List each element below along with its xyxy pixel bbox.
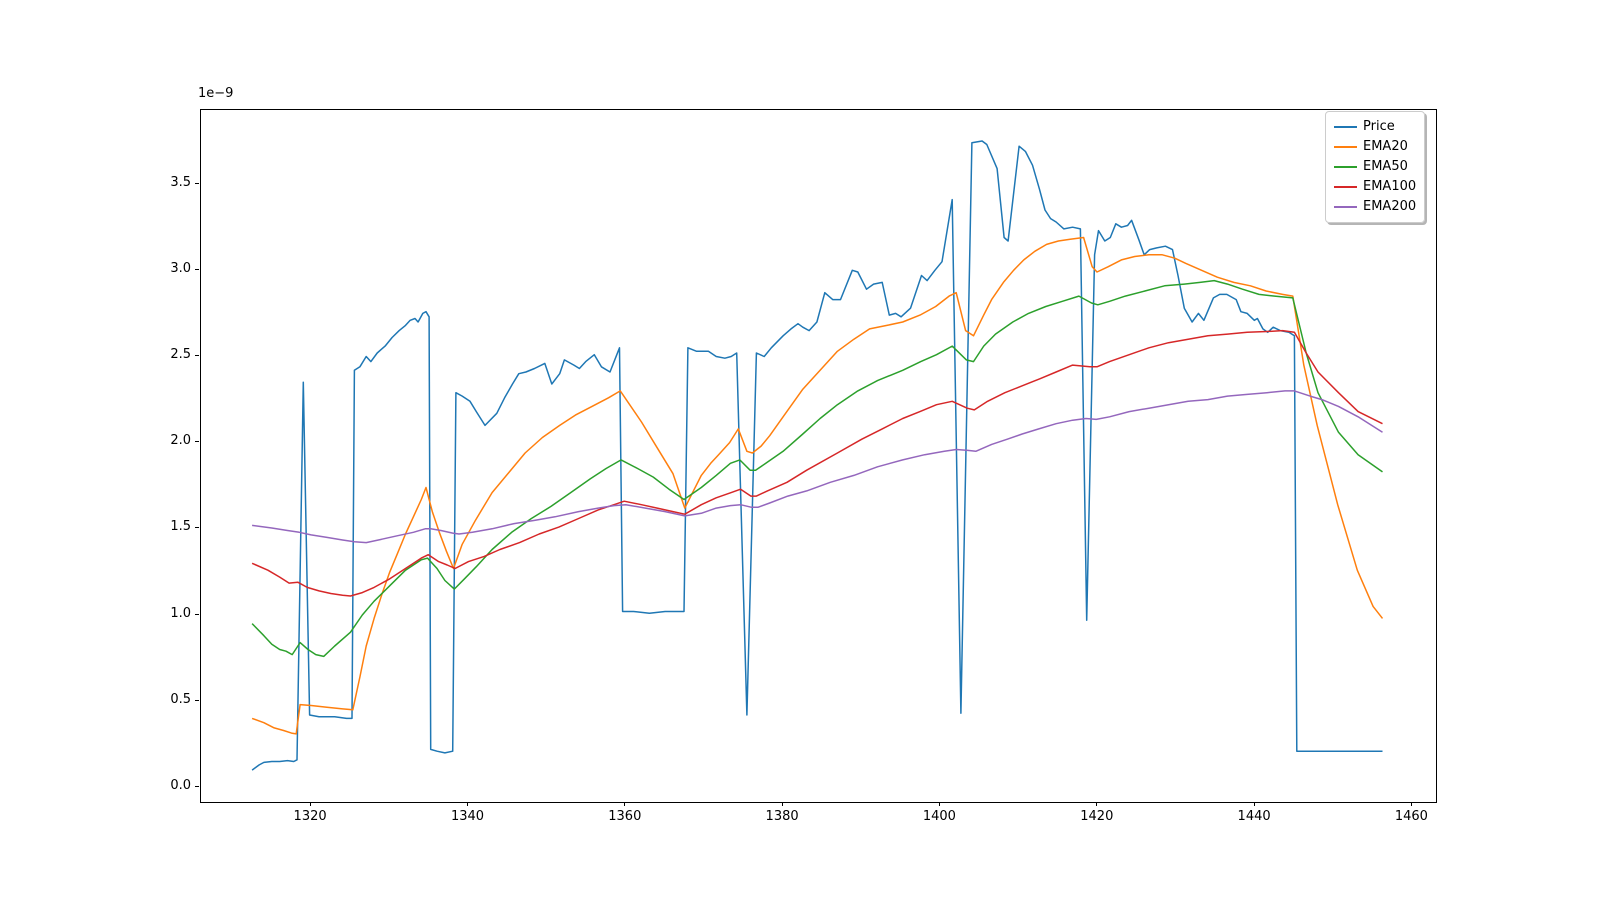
y-tick-mark	[195, 785, 199, 787]
y-tick-label: 0.5	[170, 691, 191, 707]
series-line-price	[251, 140, 1383, 771]
y-axis-offset-text: 1e−9	[198, 86, 234, 101]
y-tick-label: 1.0	[170, 605, 191, 621]
x-tick-mark	[1096, 802, 1098, 806]
y-tick-label: 2.0	[170, 433, 191, 449]
legend-label: EMA50	[1363, 159, 1408, 174]
x-tick-label: 1380	[765, 809, 799, 824]
legend-label: EMA100	[1363, 179, 1417, 194]
x-tick-label: 1360	[608, 809, 642, 824]
y-tick-mark	[195, 527, 199, 529]
y-tick-mark	[195, 268, 199, 270]
x-tick-mark	[467, 802, 468, 806]
x-tick-label: 1460	[1394, 809, 1428, 824]
legend: Price EMA20 EMA50 EMA100 EMA200	[1325, 111, 1426, 223]
legend-entry-ema200: EMA200	[1334, 197, 1416, 217]
legend-entry-ema50: EMA50	[1334, 157, 1416, 177]
x-tick-label: 1420	[1080, 809, 1114, 824]
legend-label: Price	[1363, 119, 1395, 134]
legend-label: EMA200	[1363, 199, 1417, 214]
y-tick-label: 3.5	[170, 174, 191, 190]
y-tick-mark	[195, 182, 199, 184]
series-line-ema100	[251, 329, 1383, 597]
series-line-ema200	[252, 390, 1383, 544]
legend-label: EMA20	[1363, 139, 1408, 154]
y-tick-label: 2.5	[170, 347, 191, 362]
x-tick-mark	[781, 802, 783, 806]
legend-entry-price: Price	[1334, 117, 1416, 137]
y-tick-label: 0.0	[170, 777, 191, 793]
y-tick-label: 3.0	[170, 260, 191, 276]
y-tick-label: 1.5	[170, 519, 191, 535]
legend-line-sample-price	[1334, 126, 1357, 128]
series-line-ema50	[251, 279, 1383, 658]
x-tick-label: 1400	[922, 809, 956, 824]
legend-line-sample-ema100	[1334, 186, 1357, 188]
plot-area	[200, 109, 1437, 803]
x-tick-mark	[624, 802, 626, 806]
legend-line-sample-ema200	[1334, 206, 1357, 208]
x-tick-mark	[938, 802, 940, 806]
y-tick-mark	[195, 441, 199, 443]
x-tick-label: 1340	[450, 809, 485, 824]
legend-line-sample-ema20	[1334, 146, 1357, 148]
x-tick-mark	[1253, 802, 1255, 806]
legend-entry-ema100: EMA100	[1334, 177, 1416, 197]
y-tick-mark	[195, 613, 199, 615]
x-tick-label: 1320	[293, 809, 327, 824]
y-tick-mark	[195, 355, 199, 356]
legend-line-sample-ema50	[1334, 166, 1357, 168]
chart-canvas	[251, 140, 1384, 771]
y-tick-mark	[195, 699, 199, 701]
x-tick-mark	[1410, 802, 1412, 806]
x-tick-label: 1440	[1237, 809, 1271, 824]
x-tick-mark	[309, 802, 311, 806]
series-line-ema20	[251, 236, 1384, 735]
legend-entry-ema20: EMA20	[1334, 137, 1416, 157]
